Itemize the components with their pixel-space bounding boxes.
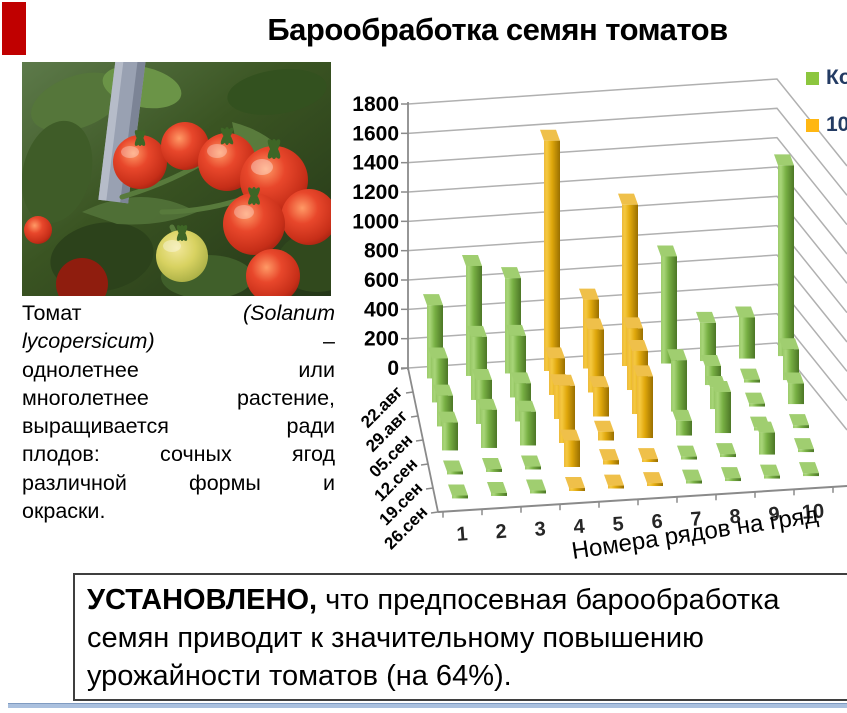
svg-text:4: 4 <box>573 516 587 539</box>
svg-text:5: 5 <box>612 513 625 536</box>
category-axis: 1 2 3 4 5 6 7 8 9 10 <box>437 485 847 546</box>
svg-text:600: 600 <box>364 269 399 292</box>
svg-text:400: 400 <box>364 298 399 321</box>
accent-bar <box>2 2 26 55</box>
findings-line: УСТАНОВЛЕНО, что предпосевная барообрабо… <box>87 584 780 616</box>
tomatoes <box>24 122 331 296</box>
svg-text:1400: 1400 <box>352 152 399 175</box>
description-line: однолетнее или <box>22 357 335 382</box>
svg-text:0: 0 <box>387 357 399 380</box>
findings-line: семян приводит к значительному повышению <box>87 622 704 654</box>
chart-canvas: 0 200 400 600 800 1000 1200 1400 1600 1800 22.авг2… <box>352 78 847 565</box>
legend-label-treated: 10 <box>826 113 847 136</box>
findings-line: урожайности томатов (на 64%). <box>87 660 512 692</box>
value-axis: 0 200 400 600 800 1000 1200 1400 1600 1800 <box>352 93 409 380</box>
description-line: плодов: сочных ягод <box>22 442 335 467</box>
legend-swatch-control <box>806 71 819 85</box>
svg-text:1600: 1600 <box>352 122 399 145</box>
sepals <box>134 127 281 241</box>
legend-item-control: Ко <box>806 66 847 89</box>
legend-swatch-treated <box>806 118 819 132</box>
yield-3d-chart: 0 200 400 600 800 1000 1200 1400 1600 1800 22.авг 2… <box>315 62 847 575</box>
bars-group <box>423 129 819 499</box>
description-line: многолетнее растение, <box>22 385 335 410</box>
bottom-divider <box>8 703 847 708</box>
svg-text:200: 200 <box>364 328 399 351</box>
tomato-photo <box>22 62 331 296</box>
svg-text:8: 8 <box>729 506 742 529</box>
description-line: различной формы и <box>22 470 335 495</box>
svg-text:1800: 1800 <box>352 93 399 116</box>
description-line: Томат (Solanum <box>22 301 335 325</box>
svg-text:800: 800 <box>364 240 399 263</box>
svg-text:1200: 1200 <box>352 181 399 204</box>
species-description: Томат (Solanum lycopersicum) – однолетнее или… <box>22 301 335 527</box>
chart-legend: Ко 10 <box>806 66 847 164</box>
svg-text:10: 10 <box>801 500 825 523</box>
svg-text:3: 3 <box>534 518 547 541</box>
findings-box: УСТАНОВЛЕНО, что предпосевная барообрабо… <box>73 573 847 701</box>
svg-text:1: 1 <box>456 523 469 546</box>
legend-label-control: Ко <box>826 66 847 89</box>
svg-text:7: 7 <box>690 508 703 531</box>
page-title: Барообработка семян томатов <box>267 12 728 47</box>
description-line: lycopersicum) – <box>22 329 335 354</box>
description-line: выращивается ради <box>22 414 335 439</box>
svg-text:9: 9 <box>768 503 781 526</box>
svg-text:6: 6 <box>651 511 664 534</box>
wall-grid <box>407 78 847 431</box>
svg-text:2: 2 <box>495 521 508 544</box>
svg-text:1000: 1000 <box>352 210 399 233</box>
legend-item-treated: 10 <box>806 113 847 136</box>
description-line: окраски. <box>22 499 106 524</box>
